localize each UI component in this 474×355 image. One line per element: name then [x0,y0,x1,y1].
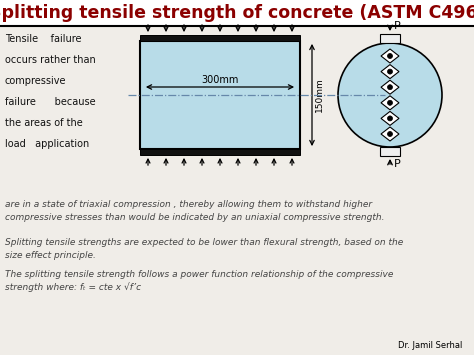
Polygon shape [381,96,399,110]
Text: 300mm: 300mm [201,75,239,85]
Circle shape [388,69,392,74]
Text: Splitting tensile strengths are expected to be lower than flexural strength, bas: Splitting tensile strengths are expected… [5,238,403,260]
Circle shape [388,116,392,121]
Circle shape [388,100,392,105]
Bar [380,147,400,156]
Polygon shape [381,80,399,94]
Text: occurs rather than: occurs rather than [5,55,96,65]
Bar [140,41,300,149]
Text: load   application: load application [5,139,89,149]
Polygon shape [381,111,399,125]
Circle shape [338,43,442,147]
Text: are in a state of triaxial compression , thereby allowing them to withstand high: are in a state of triaxial compression ,… [5,200,384,222]
Text: Splitting tensile strength of concrete (ASTM C496): Splitting tensile strength of concrete (… [0,4,474,22]
Bar [380,34,400,43]
Text: Tensile    failure: Tensile failure [5,34,82,44]
Circle shape [388,131,392,137]
Text: The splitting tensile strength follows a power function relationship of the comp: The splitting tensile strength follows a… [5,270,393,293]
Text: failure      because: failure because [5,97,96,107]
Bar [0,0,474,26]
Text: compressive: compressive [5,76,66,86]
Text: 150mm: 150mm [315,78,324,113]
Polygon shape [381,65,399,78]
Text: the areas of the: the areas of the [5,118,83,128]
Text: P: P [394,21,401,31]
Circle shape [388,85,392,90]
Polygon shape [381,49,399,63]
Circle shape [388,54,392,59]
Polygon shape [381,127,399,141]
Text: Dr. Jamil Serhal: Dr. Jamil Serhal [398,341,462,350]
Bar [140,35,300,41]
Text: P: P [394,159,401,169]
Bar [140,149,300,155]
